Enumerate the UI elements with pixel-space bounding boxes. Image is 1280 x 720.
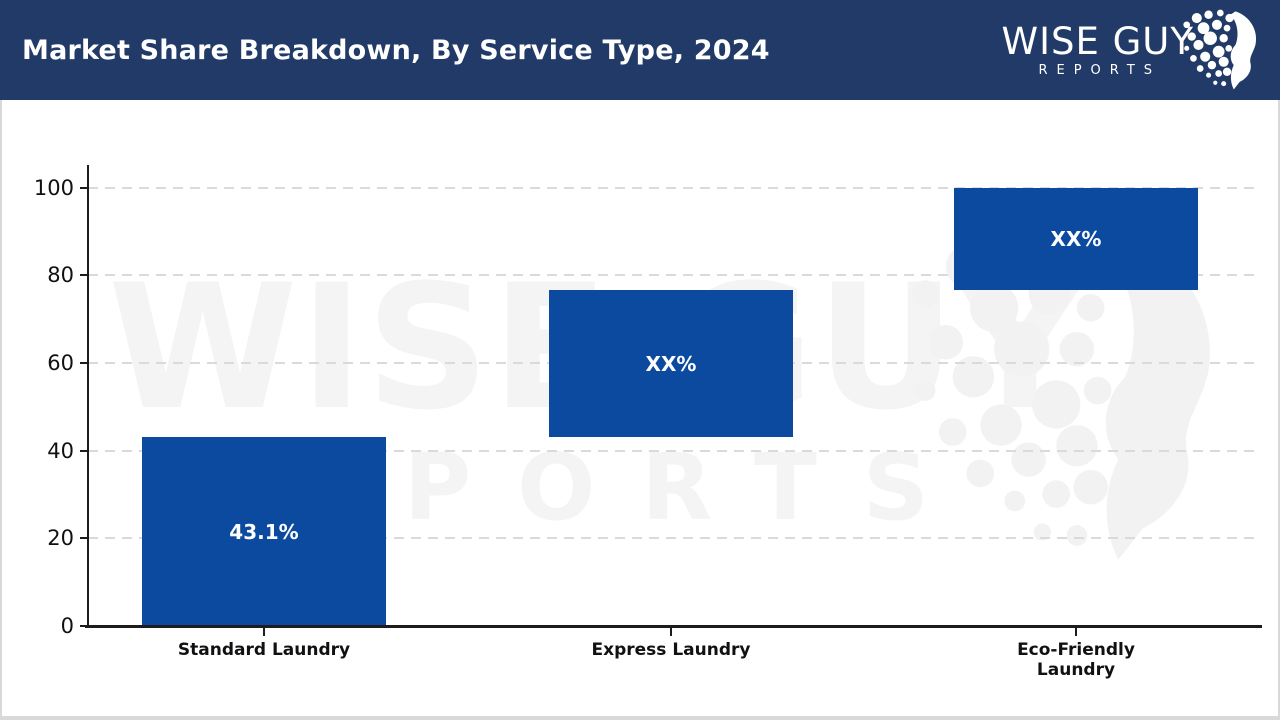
y-tick-label: 0	[60, 614, 74, 638]
y-tick-label: 20	[47, 526, 74, 551]
gridline-y40	[88, 449, 1256, 452]
bar-value-label: 43.1%	[229, 519, 299, 544]
y-tick-label: 60	[47, 350, 74, 375]
chart-bar	[954, 187, 1198, 291]
x-tick-label: Eco-Friendly Laundry	[1017, 640, 1135, 681]
y-tick-mark	[80, 537, 88, 540]
gridline-y100	[88, 186, 1256, 189]
y-tick-label: 80	[47, 263, 74, 288]
chart-title: Market Share Breakdown, By Service Type,…	[22, 34, 770, 66]
x-tick-mark	[670, 628, 672, 636]
y-tick-mark	[80, 361, 88, 364]
wiseguy-logo: WISE GUY REPORTS	[1002, 8, 1280, 92]
chart-bar	[549, 290, 793, 437]
bar-value-label: XX%	[645, 351, 697, 376]
header: Market Share Breakdown, By Service Type,…	[0, 0, 1280, 100]
chart-bar	[142, 437, 386, 626]
y-tick-label: 100	[33, 175, 74, 200]
gridline-y20	[88, 537, 1256, 540]
chart-canvas	[0, 100, 1280, 720]
y-tick-mark	[80, 625, 88, 627]
x-axis-line	[85, 625, 1262, 628]
y-tick-mark	[80, 274, 88, 277]
logo-wordmark: WISE GUY	[1001, 19, 1194, 63]
y-tick-mark	[80, 449, 88, 452]
x-tick-mark	[263, 628, 265, 636]
x-tick-mark	[1075, 628, 1077, 636]
gridline-y80	[88, 274, 1256, 277]
y-tick-label: 40	[47, 438, 74, 463]
y-tick-mark	[80, 186, 88, 189]
logo-subtitle: REPORTS	[1038, 62, 1162, 78]
wiseguy-logo-text: WISE GUY REPORTS	[1002, 23, 1194, 78]
y-axis-line	[87, 165, 89, 626]
x-tick-label: Express Laundry	[591, 640, 751, 660]
x-tick-label: Standard Laundry	[177, 640, 351, 660]
bar-value-label: XX%	[1050, 227, 1102, 252]
